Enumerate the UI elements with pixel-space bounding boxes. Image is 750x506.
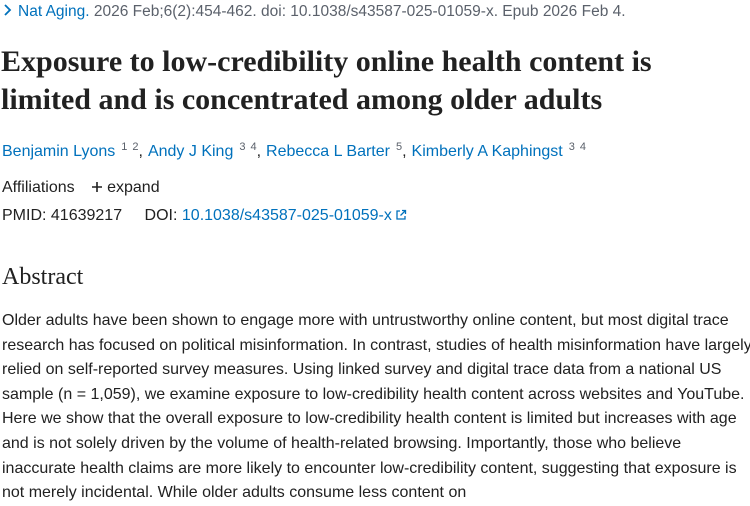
abstract-text: Older adults have been shown to engage m…	[2, 312, 750, 502]
author-name[interactable]: Andy J King	[147, 143, 234, 160]
chevron-icon[interactable]	[2, 3, 14, 17]
author-name[interactable]: Rebecca L Barter	[266, 143, 390, 160]
author: Andy J King 3 4	[147, 141, 266, 160]
pmid-label: PMID:	[2, 207, 47, 224]
author-name[interactable]: Benjamin Lyons	[2, 143, 116, 160]
expand-label[interactable]: expand	[107, 179, 160, 196]
affiliation-refs: 5	[396, 141, 402, 153]
affiliation-ref[interactable]: 2	[132, 141, 139, 153]
plus-icon	[92, 182, 103, 192]
author-name[interactable]: Kimberly A Kaphingst	[411, 143, 563, 160]
author: Kimberly A Kaphingst 3 4	[411, 141, 586, 160]
affiliation-ref[interactable]: 4	[579, 141, 586, 153]
affiliation-ref[interactable]: 3	[239, 141, 246, 153]
doi-label: DOI:	[144, 207, 178, 224]
author: Rebecca L Barter 5	[266, 141, 412, 160]
affiliation-ref[interactable]: 1	[121, 141, 128, 153]
expand-toggle[interactable]: expand	[91, 179, 160, 196]
doi-link[interactable]: 10.1038/s43587-025-01059-x	[182, 207, 407, 224]
affiliation-ref[interactable]: 5	[395, 141, 403, 153]
article-title: Exposure to low-credibility online healt…	[1, 45, 652, 116]
citation: Nat Aging. 2026 Feb;6(2):454-462. doi: 1…	[2, 3, 626, 21]
identifiers: PMID: 41639217 DOI: 10.1038/s43587-025-0…	[2, 207, 407, 225]
pmid: 41639217	[50, 207, 123, 224]
journal-link[interactable]: Nat Aging.	[18, 3, 90, 20]
citation-details: 2026 Feb;6(2):454-462. doi: 10.1038/s435…	[93, 3, 626, 20]
author: Benjamin Lyons 1 2	[2, 141, 148, 160]
doi[interactable]: 10.1038/s43587-025-01059-x	[181, 207, 392, 224]
external-link-icon	[396, 209, 406, 220]
affiliation-ref[interactable]: 3	[568, 141, 575, 153]
affiliations: Affiliations expand	[2, 179, 160, 197]
author-list: Benjamin Lyons12Andy J King34Rebecca L B…	[2, 141, 586, 161]
affiliation-ref[interactable]: 4	[250, 141, 257, 153]
affiliations-label: Affiliations	[2, 179, 75, 196]
abstract-heading: Abstract	[2, 264, 84, 290]
